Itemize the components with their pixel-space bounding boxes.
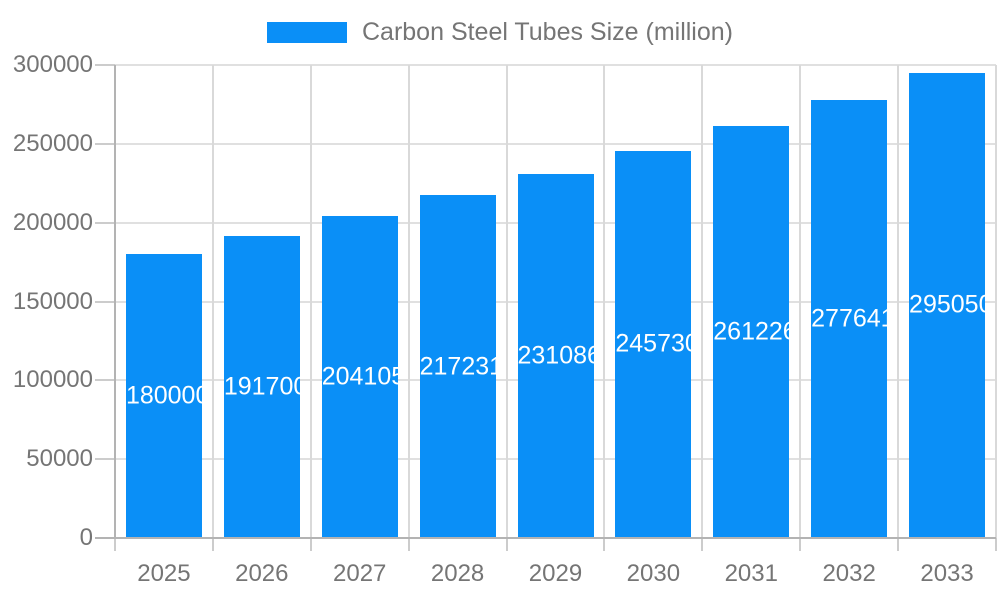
x-axis-label: 2030 bbox=[626, 560, 681, 587]
x-axis-label: 2031 bbox=[724, 560, 778, 587]
legend[interactable]: Carbon Steel Tubes Size (million) bbox=[0, 20, 1000, 45]
bar-value-label: 191700 bbox=[223, 372, 300, 401]
x-axis-tick bbox=[211, 538, 214, 551]
bar[interactable]: 180000 bbox=[125, 254, 202, 538]
y-axis-label: 150000 bbox=[12, 287, 93, 315]
bar-value-label: 180000 bbox=[125, 381, 202, 410]
bar[interactable]: 231086 bbox=[517, 173, 594, 538]
x-axis-tick bbox=[701, 538, 704, 551]
y-axis-tick bbox=[95, 458, 115, 461]
bar-value-label: 277641 bbox=[811, 304, 888, 333]
x-axis-tick bbox=[799, 538, 802, 551]
y-gridline bbox=[115, 142, 996, 145]
y-axis-line bbox=[114, 65, 116, 538]
x-axis-tick bbox=[603, 538, 606, 551]
category-gridline bbox=[995, 65, 997, 538]
category-gridline bbox=[897, 65, 900, 538]
bar-value-label: 295050 bbox=[909, 290, 986, 319]
x-axis-tick bbox=[897, 538, 900, 551]
y-axis-label: 0 bbox=[79, 524, 93, 551]
y-axis-label: 100000 bbox=[12, 366, 93, 394]
category-gridline bbox=[505, 65, 508, 538]
category-gridline bbox=[309, 65, 312, 538]
x-axis-tick bbox=[505, 538, 508, 551]
y-axis-tick bbox=[95, 300, 115, 303]
bar[interactable]: 261226 bbox=[713, 126, 790, 538]
y-gridline bbox=[115, 64, 996, 66]
y-axis-tick bbox=[95, 379, 115, 382]
category-gridline bbox=[603, 65, 606, 538]
bar[interactable]: 217231 bbox=[419, 195, 496, 538]
x-axis-label: 2026 bbox=[235, 560, 289, 587]
x-axis-line bbox=[95, 537, 996, 539]
y-axis-tick bbox=[95, 142, 115, 145]
x-axis-label: 2033 bbox=[920, 560, 974, 587]
category-gridline bbox=[211, 65, 214, 538]
legend-swatch-icon bbox=[267, 22, 347, 43]
bar[interactable]: 295050 bbox=[909, 72, 986, 538]
y-axis-tick bbox=[95, 64, 115, 66]
bar[interactable]: 204105 bbox=[321, 216, 398, 538]
category-gridline bbox=[407, 65, 410, 538]
bar-value-label: 245730 bbox=[615, 329, 692, 358]
x-axis-label: 2025 bbox=[137, 560, 191, 587]
bar[interactable]: 277641 bbox=[811, 100, 888, 538]
y-axis-label: 250000 bbox=[12, 129, 93, 157]
category-gridline bbox=[799, 65, 802, 538]
x-axis-tick bbox=[114, 538, 116, 551]
legend-label: Carbon Steel Tubes Size (million) bbox=[362, 18, 733, 46]
y-axis-tick bbox=[95, 221, 115, 224]
bar-value-label: 261226 bbox=[713, 317, 790, 346]
x-axis-tick bbox=[309, 538, 312, 551]
x-axis-label: 2028 bbox=[430, 560, 485, 587]
x-axis-tick bbox=[407, 538, 410, 551]
bar-value-label: 204105 bbox=[321, 362, 398, 391]
x-axis-label: 2032 bbox=[822, 560, 876, 587]
y-axis-label: 200000 bbox=[12, 208, 93, 236]
x-axis-label: 2029 bbox=[528, 560, 583, 587]
bar[interactable]: 191700 bbox=[223, 235, 300, 538]
y-axis-label: 50000 bbox=[26, 445, 93, 473]
bar[interactable]: 245730 bbox=[615, 150, 692, 538]
bar-value-label: 217231 bbox=[419, 352, 496, 381]
x-axis-label: 2027 bbox=[333, 560, 387, 587]
y-axis-label: 300000 bbox=[12, 51, 93, 78]
bar-value-label: 231086 bbox=[517, 341, 594, 370]
category-gridline bbox=[701, 65, 704, 538]
x-axis-tick bbox=[995, 538, 997, 551]
